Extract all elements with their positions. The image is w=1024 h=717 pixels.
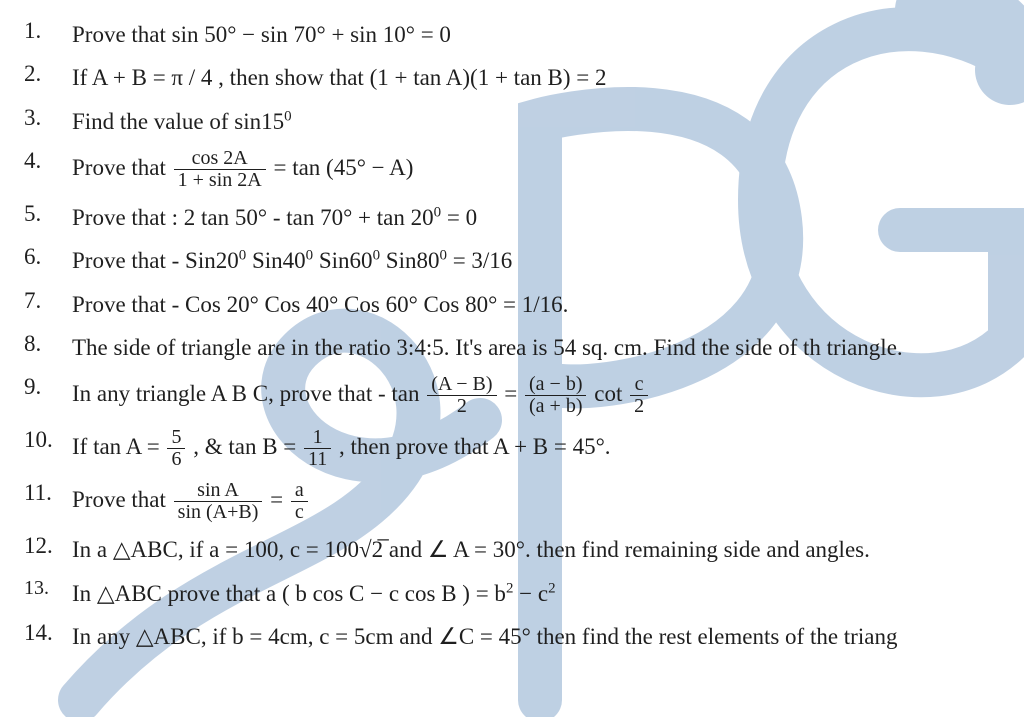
question-text: If tan A = 5 6 , & tan B = 1 11 , then p… — [72, 427, 611, 470]
fraction-top: c — [630, 374, 648, 396]
fraction-bot: sin (A+B) — [174, 502, 263, 523]
question-number: 10. — [24, 427, 72, 453]
question-text: In △ABC prove that a ( b cos C − c cos B… — [72, 577, 556, 610]
text-part: Sin80 — [380, 248, 439, 273]
question-text: In any triangle A B C, prove that - tan … — [72, 374, 650, 417]
fraction-top: (a − b) — [525, 374, 586, 396]
text-lead: Prove that — [72, 155, 172, 180]
text-tail: , then prove that A + B = 45°. — [339, 434, 611, 459]
fraction: cos 2A 1 + sin 2A — [174, 148, 266, 191]
question-text: Prove that - Sin200 Sin400 Sin600 Sin800… — [72, 244, 512, 277]
question-text: Prove that : 2 tan 50° - tan 70° + tan 2… — [72, 201, 477, 234]
fraction-bot: 1 + sin 2A — [174, 170, 266, 191]
text-part: Sin40 — [246, 248, 305, 273]
question-text: Prove that sin 50° − sin 70° + sin 10° =… — [72, 18, 451, 51]
fraction: c 2 — [630, 374, 648, 417]
question-3: 3. Find the value of sin150 — [24, 105, 1016, 138]
text-lead: In any triangle A B C, prove that - tan — [72, 381, 425, 406]
question-6: 6. Prove that - Sin200 Sin400 Sin600 Sin… — [24, 244, 1016, 277]
text-part: = 0 — [441, 205, 477, 230]
degree-sup: 0 — [439, 248, 446, 264]
fraction-bot: 6 — [167, 449, 185, 470]
fraction-bot: c — [291, 502, 308, 523]
text-part: − c — [513, 581, 548, 606]
question-number: 6. — [24, 244, 72, 270]
question-1: 1. Prove that sin 50° − sin 70° + sin 10… — [24, 18, 1016, 51]
fraction: 1 11 — [304, 427, 331, 470]
question-number: 12. — [24, 533, 72, 559]
question-number: 8. — [24, 331, 72, 357]
question-number: 2. — [24, 61, 72, 87]
question-text: If A + B = π / 4 , then show that (1 + t… — [72, 61, 607, 94]
degree-sup: 0 — [373, 248, 380, 264]
question-12: 12. In a △ABC, if a = 100, c = 100√2̅ an… — [24, 533, 1016, 566]
question-2: 2. If A + B = π / 4 , then show that (1 … — [24, 61, 1016, 94]
question-text: Find the value of sin150 — [72, 105, 292, 138]
question-number: 11. — [24, 480, 72, 506]
question-number: 7. — [24, 288, 72, 314]
question-13: 13. In △ABC prove that a ( b cos C − c c… — [24, 577, 1016, 610]
question-number: 14. — [24, 620, 72, 646]
question-number: 13. — [24, 577, 72, 600]
fraction: 5 6 — [167, 427, 185, 470]
text-tail: cot — [594, 381, 628, 406]
question-9: 9. In any triangle A B C, prove that - t… — [24, 374, 1016, 417]
fraction: sin A sin (A+B) — [174, 480, 263, 523]
text-tail: = tan (45° − A) — [273, 155, 413, 180]
question-5: 5. Prove that : 2 tan 50° - tan 70° + ta… — [24, 201, 1016, 234]
fraction-bot: (a + b) — [525, 396, 586, 417]
fraction: a c — [291, 480, 308, 523]
question-list: 1. Prove that sin 50° − sin 70° + sin 10… — [24, 18, 1016, 653]
text-part: Prove that : 2 tan 50° - tan 70° + tan 2… — [72, 205, 434, 230]
fraction-bot: 2 — [630, 396, 648, 417]
question-text: Prove that - Cos 20° Cos 40° Cos 60° Cos… — [72, 288, 568, 321]
question-text: In a △ABC, if a = 100, c = 100√2̅ and ∠ … — [72, 533, 870, 566]
text-part: Sin60 — [313, 248, 372, 273]
question-text: In any △ABC, if b = 4cm, c = 5cm and ∠C … — [72, 620, 897, 653]
question-number: 4. — [24, 148, 72, 174]
question-11: 11. Prove that sin A sin (A+B) = a c — [24, 480, 1016, 523]
question-number: 9. — [24, 374, 72, 400]
text-mid: = — [270, 487, 289, 512]
fraction: (a − b) (a + b) — [525, 374, 586, 417]
question-10: 10. If tan A = 5 6 , & tan B = 1 11 , th… — [24, 427, 1016, 470]
degree-sup: 0 — [434, 204, 441, 220]
fraction-top: a — [291, 480, 308, 502]
degree-sup: 0 — [306, 248, 313, 264]
question-8: 8. The side of triangle are in the ratio… — [24, 331, 1016, 364]
fraction-top: 1 — [304, 427, 331, 449]
fraction-top: cos 2A — [174, 148, 266, 170]
fraction: (A − B) 2 — [427, 374, 496, 417]
question-14: 14. In any △ABC, if b = 4cm, c = 5cm and… — [24, 620, 1016, 653]
fraction-top: 5 — [167, 427, 185, 449]
question-text: Prove that sin A sin (A+B) = a c — [72, 480, 310, 523]
text-part: Prove that - Sin20 — [72, 248, 239, 273]
text-mid: , & tan B = — [193, 434, 302, 459]
question-7: 7. Prove that - Cos 20° Cos 40° Cos 60° … — [24, 288, 1016, 321]
fraction-top: sin A — [174, 480, 263, 502]
question-number: 3. — [24, 105, 72, 131]
question-number: 5. — [24, 201, 72, 227]
question-4: 4. Prove that cos 2A 1 + sin 2A = tan (4… — [24, 148, 1016, 191]
text-mid: = — [504, 381, 523, 406]
text-part: Find the value of sin15 — [72, 109, 284, 134]
fraction-bot: 11 — [304, 449, 331, 470]
text-part: = 3/16 — [447, 248, 512, 273]
text-lead: If tan A = — [72, 434, 165, 459]
power-sup: 2 — [548, 580, 555, 596]
text-lead: Prove that — [72, 487, 172, 512]
question-text: Prove that cos 2A 1 + sin 2A = tan (45° … — [72, 148, 413, 191]
degree-sup: 0 — [284, 108, 291, 124]
question-text: The side of triangle are in the ratio 3:… — [72, 331, 903, 364]
page-root: 1. Prove that sin 50° − sin 70° + sin 10… — [0, 0, 1024, 717]
fraction-bot: 2 — [427, 396, 496, 417]
text-part: In △ABC prove that a ( b cos C − c cos B… — [72, 581, 506, 606]
question-number: 1. — [24, 18, 72, 44]
fraction-top: (A − B) — [427, 374, 496, 396]
